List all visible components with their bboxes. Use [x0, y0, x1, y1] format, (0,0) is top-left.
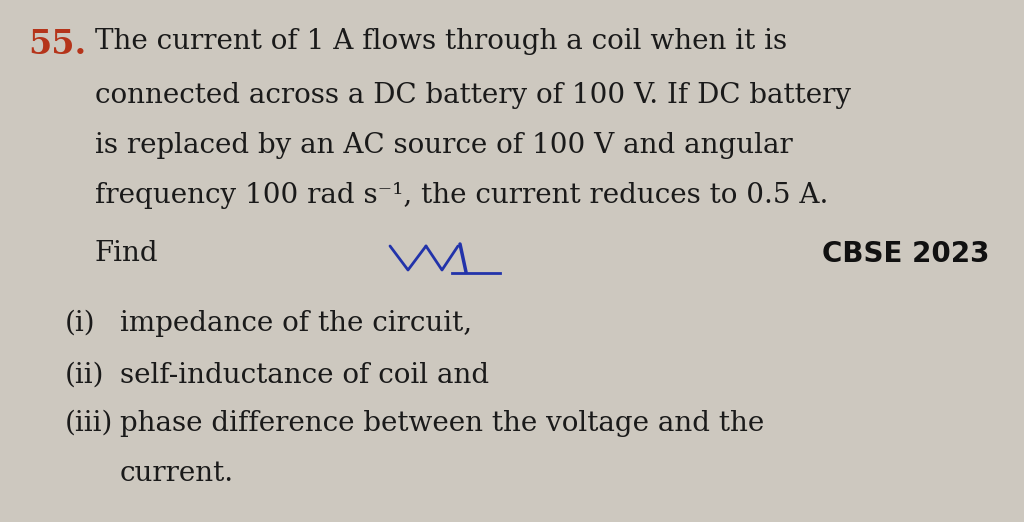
Text: The current of 1 A flows through a coil when it is: The current of 1 A flows through a coil …	[95, 28, 787, 55]
Text: (iii): (iii)	[65, 410, 114, 437]
Text: phase difference between the voltage and the: phase difference between the voltage and…	[120, 410, 764, 437]
Text: is replaced by an AC source of 100 V and angular: is replaced by an AC source of 100 V and…	[95, 132, 793, 159]
Text: current.: current.	[120, 460, 234, 487]
Text: (ii): (ii)	[65, 362, 104, 389]
Text: (i): (i)	[65, 310, 95, 337]
Text: impedance of the circuit,: impedance of the circuit,	[120, 310, 472, 337]
Text: 55.: 55.	[28, 28, 86, 61]
Text: Find: Find	[95, 240, 159, 267]
Text: CBSE 2023: CBSE 2023	[822, 240, 990, 268]
Text: connected across a DC battery of 100 V. If DC battery: connected across a DC battery of 100 V. …	[95, 82, 851, 109]
Text: self-inductance of coil and: self-inductance of coil and	[120, 362, 489, 389]
Text: frequency 100 rad s⁻¹, the current reduces to 0.5 A.: frequency 100 rad s⁻¹, the current reduc…	[95, 182, 828, 209]
